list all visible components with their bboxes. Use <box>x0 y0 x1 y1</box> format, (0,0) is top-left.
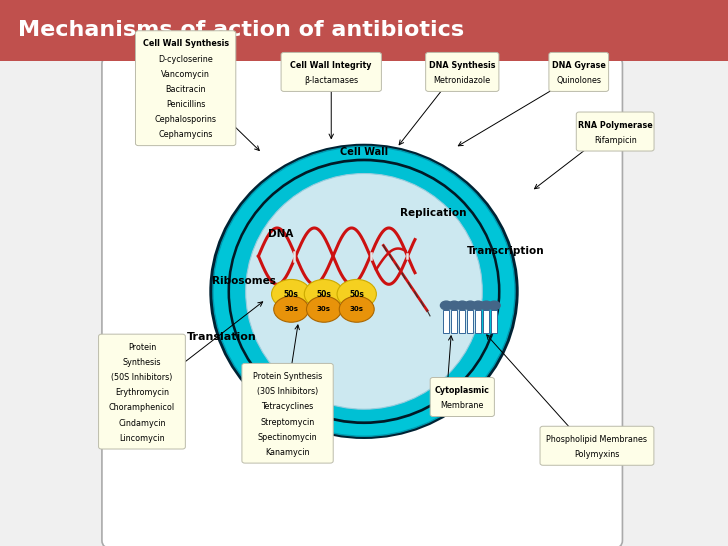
Text: 30s: 30s <box>349 306 364 312</box>
Ellipse shape <box>227 159 500 424</box>
Ellipse shape <box>245 174 482 409</box>
Circle shape <box>448 301 460 310</box>
Circle shape <box>304 280 344 308</box>
Circle shape <box>306 296 341 322</box>
Text: Rifampicin: Rifampicin <box>594 136 636 145</box>
Text: Synthesis: Synthesis <box>123 358 161 367</box>
FancyBboxPatch shape <box>577 112 654 151</box>
Text: Bacitracin: Bacitracin <box>165 85 206 94</box>
Bar <box>483 310 489 333</box>
Circle shape <box>440 301 452 310</box>
Bar <box>459 310 465 333</box>
Text: Vancomycin: Vancomycin <box>161 70 210 79</box>
Text: Phospholipid Membranes: Phospholipid Membranes <box>547 435 647 444</box>
Text: 30s: 30s <box>317 306 331 312</box>
Ellipse shape <box>210 144 518 439</box>
Text: Cephamycins: Cephamycins <box>159 130 213 139</box>
Text: 50s: 50s <box>284 289 298 299</box>
FancyBboxPatch shape <box>135 31 236 146</box>
Text: Cell Wall Synthesis: Cell Wall Synthesis <box>143 39 229 49</box>
Text: 50s: 50s <box>317 289 331 299</box>
Text: RNA Polymerase: RNA Polymerase <box>578 121 652 129</box>
Text: Erythromycin: Erythromycin <box>115 388 169 397</box>
Circle shape <box>464 301 476 310</box>
FancyBboxPatch shape <box>102 56 622 546</box>
Text: Protein Synthesis: Protein Synthesis <box>253 372 323 381</box>
FancyBboxPatch shape <box>0 0 728 61</box>
FancyBboxPatch shape <box>426 52 499 91</box>
Text: Kanamycin: Kanamycin <box>265 448 310 457</box>
Text: Translation: Translation <box>187 333 257 342</box>
Bar <box>491 310 497 333</box>
Text: D-cycloserine: D-cycloserine <box>158 55 213 63</box>
Text: Penicillins: Penicillins <box>166 100 205 109</box>
Text: Membrane: Membrane <box>440 401 484 410</box>
Text: Transcription: Transcription <box>467 246 545 256</box>
Ellipse shape <box>230 161 498 422</box>
Text: Lincomycin: Lincomycin <box>119 434 165 443</box>
Text: Protein: Protein <box>128 343 156 352</box>
Bar <box>475 310 481 333</box>
Circle shape <box>274 296 309 322</box>
Text: Choramphenicol: Choramphenicol <box>109 403 175 412</box>
Bar <box>467 310 473 333</box>
FancyBboxPatch shape <box>549 52 609 91</box>
FancyBboxPatch shape <box>540 426 654 465</box>
Text: Cytoplasmic: Cytoplasmic <box>435 386 490 395</box>
Text: DNA Synthesis: DNA Synthesis <box>429 61 496 70</box>
Text: Mechanisms of action of antibiotics: Mechanisms of action of antibiotics <box>18 20 464 40</box>
Text: Streptomycin: Streptomycin <box>261 418 314 426</box>
Circle shape <box>337 280 376 308</box>
Text: Polymyxins: Polymyxins <box>574 450 620 459</box>
Text: 30s: 30s <box>284 306 298 312</box>
Text: 50s: 50s <box>349 289 364 299</box>
Circle shape <box>472 301 484 310</box>
Text: Metronidazole: Metronidazole <box>434 76 491 85</box>
Text: Replication: Replication <box>400 208 467 218</box>
FancyBboxPatch shape <box>242 364 333 463</box>
Text: DNA: DNA <box>268 229 293 240</box>
Text: Cephalosporins: Cephalosporins <box>154 115 217 124</box>
Bar <box>443 310 449 333</box>
Text: Ribosomes: Ribosomes <box>212 276 276 286</box>
Circle shape <box>272 280 311 308</box>
Text: Spectinomycin: Spectinomycin <box>258 433 317 442</box>
FancyBboxPatch shape <box>281 52 381 91</box>
Text: Cell Wall Integrity: Cell Wall Integrity <box>290 61 372 70</box>
FancyBboxPatch shape <box>98 334 186 449</box>
Text: Cindamycin: Cindamycin <box>118 419 166 428</box>
Text: Cell Wall: Cell Wall <box>340 147 388 157</box>
Circle shape <box>339 296 374 322</box>
Circle shape <box>456 301 468 310</box>
Text: Quinolones: Quinolones <box>556 76 601 85</box>
Ellipse shape <box>213 146 515 436</box>
FancyBboxPatch shape <box>430 377 494 417</box>
Bar <box>451 310 457 333</box>
Text: Tetracyclines: Tetracyclines <box>261 402 314 411</box>
Text: DNA Gyrase: DNA Gyrase <box>552 61 606 70</box>
Text: β-lactamases: β-lactamases <box>304 76 358 85</box>
Circle shape <box>480 301 492 310</box>
Circle shape <box>488 301 500 310</box>
Text: (50S Inhibitors): (50S Inhibitors) <box>111 373 173 382</box>
Text: (30S Inhibitors): (30S Inhibitors) <box>257 387 318 396</box>
